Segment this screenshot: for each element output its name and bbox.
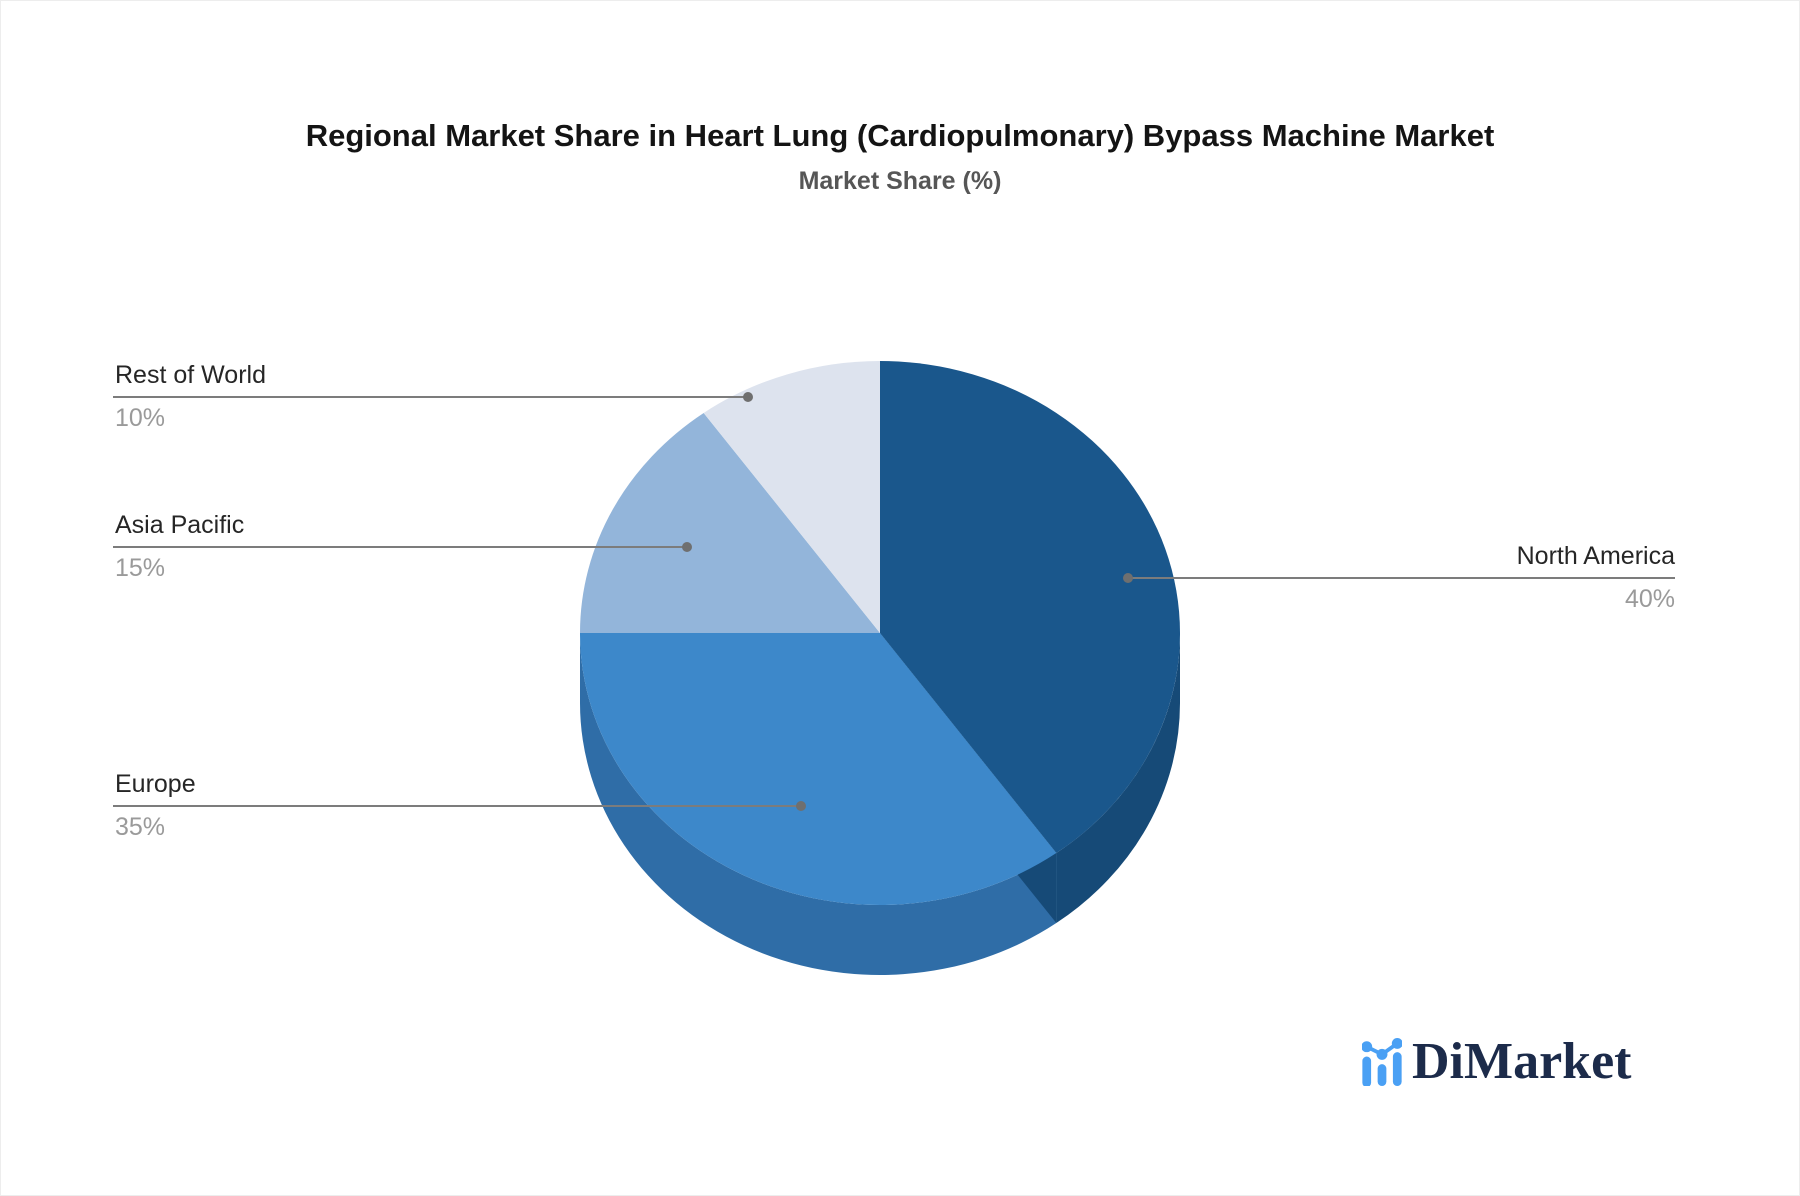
slice-value-north-america: 40% [1624,585,1675,613]
dimarket-logo: DiMarket [1362,1036,1631,1088]
logo-text: DiMarket [1412,1033,1632,1090]
leader-dot-rest-of-world [743,392,753,402]
chart-title: Regional Market Share in Heart Lung (Car… [305,118,1495,153]
pie-slice-north-america [880,361,1180,854]
slice-label-rest-of-world: Rest of World [115,361,266,389]
slice-label-north-america: North America [1516,542,1675,570]
pie-rim-north-america [1056,633,1180,924]
slice-value-europe: 35% [115,813,166,841]
leader-dot-north-america [1123,573,1133,583]
pie-slice-europe [580,633,1057,905]
leader-dot-asia-pacific [682,542,692,552]
bar-chart-trend-icon [1362,1038,1402,1086]
pie-slice-rest-of-world [703,361,880,633]
leader-dot-europe [796,801,806,811]
pie-rim-europe [580,633,1057,976]
chart-subtitle: Market Share (%) [798,167,1002,195]
slice-label-asia-pacific: Asia Pacific [115,511,245,539]
slice-value-asia-pacific: 15% [115,554,166,582]
slice-label-europe: Europe [115,770,196,798]
slice-value-rest-of-world: 10% [115,404,166,432]
pie-slice-asia-pacific [580,412,880,633]
